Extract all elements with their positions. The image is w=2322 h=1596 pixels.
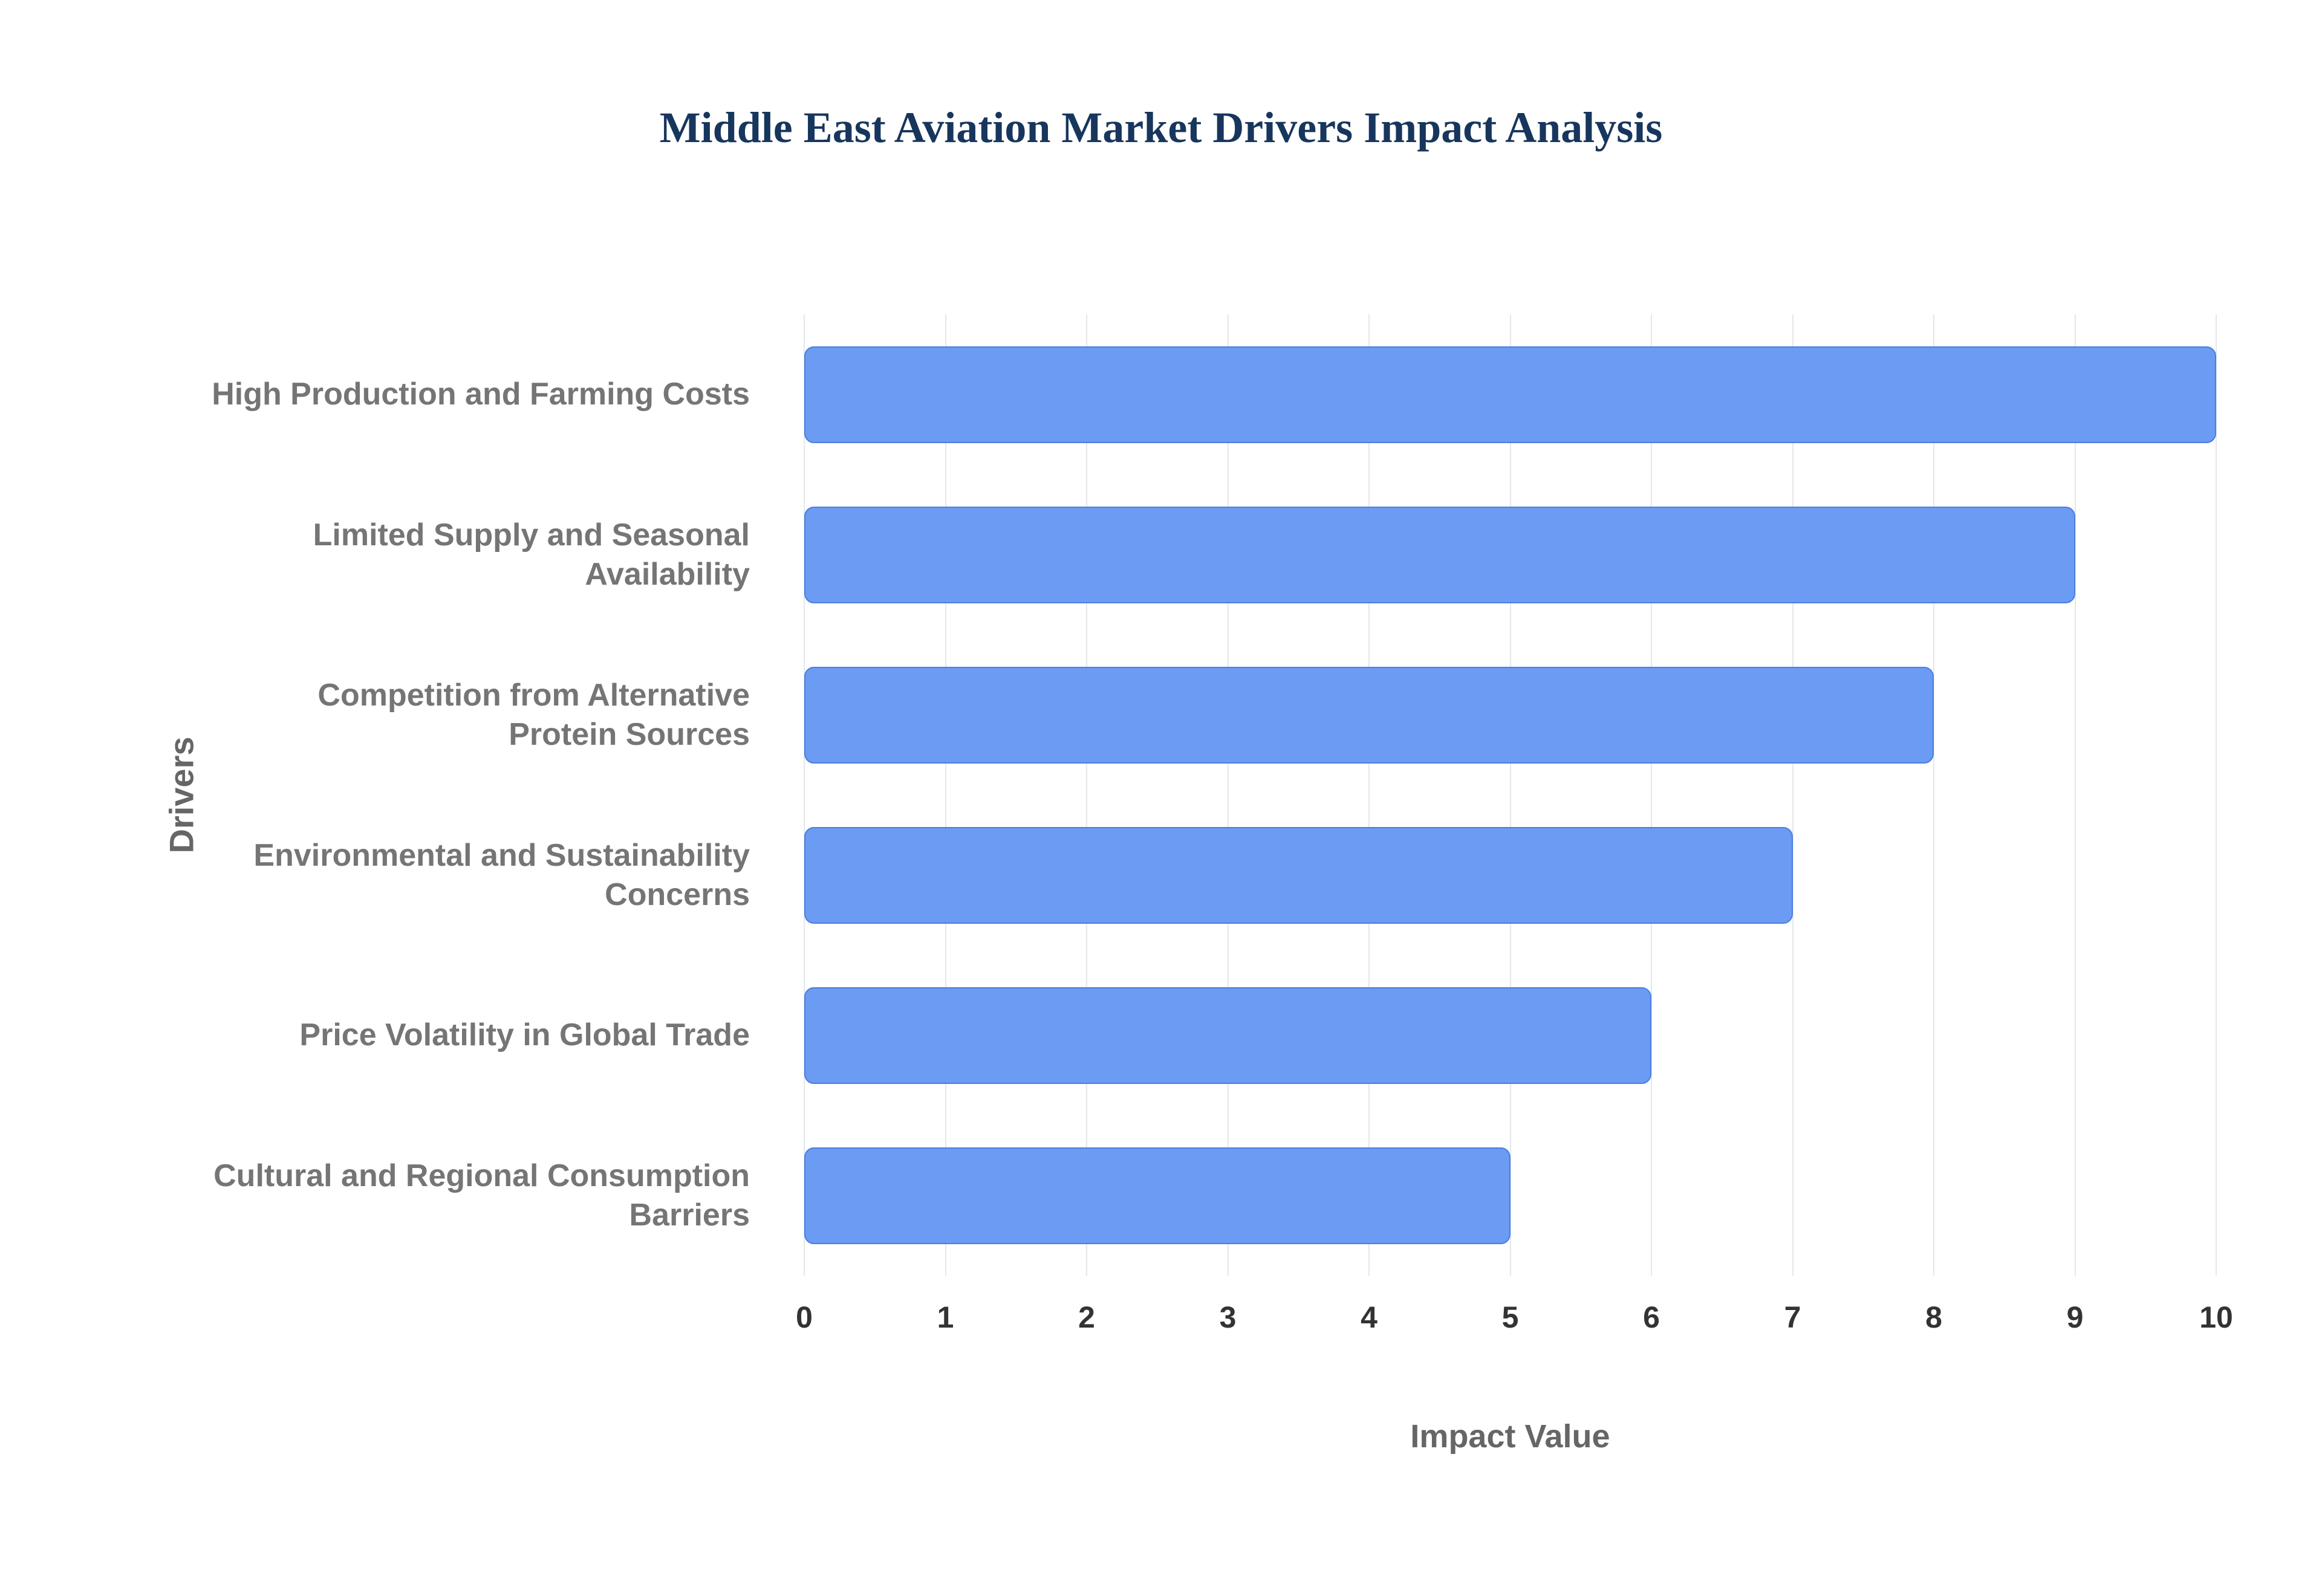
gridline xyxy=(945,314,946,1276)
plot-area xyxy=(804,314,2217,1276)
gridline xyxy=(2216,314,2217,1276)
gridline xyxy=(1792,314,1794,1276)
x-axis-title: Impact Value xyxy=(1410,1418,1610,1455)
bar-cultural-and-regional-consumption-barriers xyxy=(804,1147,1511,1244)
bar-limited-supply-and-seasonal-availability xyxy=(804,506,2075,603)
x-tick-label: 8 xyxy=(1925,1300,1942,1334)
gridline xyxy=(1651,314,1652,1276)
gridline xyxy=(2074,314,2076,1276)
x-axis: 0 1 2 3 4 5 6 7 8 9 10 xyxy=(796,1300,2233,1342)
x-tick-label: 2 xyxy=(1078,1300,1095,1334)
bar-high-production-and-farming-costs xyxy=(804,346,2216,443)
gridline xyxy=(1227,314,1229,1276)
gridline xyxy=(1933,314,1934,1276)
category-label: Limited Supply and Seasonal Availability xyxy=(313,517,750,592)
category-label: Environmental and Sustainability Concern… xyxy=(253,837,750,912)
category-label: Cultural and Regional Consumption Barrie… xyxy=(213,1158,750,1233)
x-tick-label: 9 xyxy=(2066,1300,2084,1334)
category-axis: High Production and Farming Costs Limite… xyxy=(206,314,774,1276)
gridline xyxy=(804,314,805,1276)
x-tick-label: 7 xyxy=(1784,1300,1801,1334)
chart-title: Middle East Aviation Market Drivers Impa… xyxy=(659,103,1663,152)
gridline xyxy=(1509,314,1511,1276)
category-label: High Production and Farming Costs xyxy=(212,377,750,412)
x-tick-label: 3 xyxy=(1219,1300,1237,1334)
gridline xyxy=(1086,314,1087,1276)
gridline xyxy=(1368,314,1370,1276)
x-tick-label: 10 xyxy=(2199,1300,2233,1334)
x-tick-label: 1 xyxy=(937,1300,954,1334)
x-tick-label: 5 xyxy=(1501,1300,1519,1334)
x-tick-label: 6 xyxy=(1643,1300,1660,1334)
bar-competition-from-alternative-protein-sources xyxy=(804,666,1934,764)
bar-price-volatility-in-global-trade xyxy=(804,987,1651,1084)
bar-environmental-and-sustainability-concerns xyxy=(804,826,1793,924)
x-tick-label: 0 xyxy=(796,1300,813,1334)
category-label: Competition from Alternative Protein Sou… xyxy=(317,677,750,752)
y-axis-title: Drivers xyxy=(162,736,201,854)
x-tick-label: 4 xyxy=(1361,1300,1377,1334)
category-label: Price Volatility in Global Trade xyxy=(299,1017,750,1053)
